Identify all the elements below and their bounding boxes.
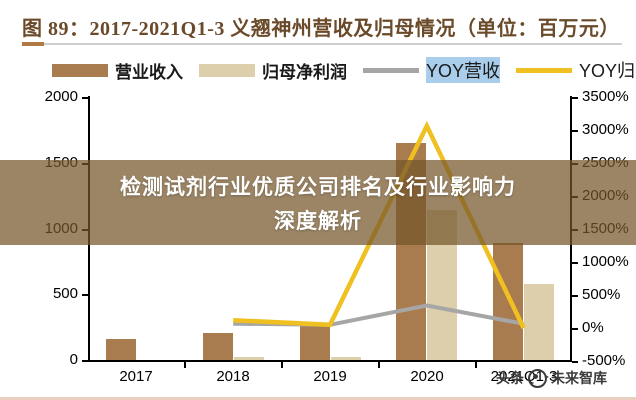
y-right-tick-500: [572, 295, 578, 297]
legend-item-net-profit[interactable]: 归母净利润: [199, 58, 347, 83]
y-right-label-0: 0%: [582, 319, 604, 336]
overlay-banner: 检测试剂行业优质公司排名及行业影响力 深度解析: [0, 160, 636, 245]
y-right-label-3500: 3500%: [582, 88, 629, 105]
title-rule: [22, 43, 622, 45]
y-left-tick-2000: [82, 97, 88, 99]
overlay-headline-line2: 深度解析: [274, 209, 362, 233]
y-right-tick-3500: [572, 97, 578, 99]
plot-area: 0 500 1000 1500 2000 -500% 0% 500% 1000%…: [45, 89, 629, 385]
overlay-headline-line1: 检测试剂行业优质公司排名及行业影响力: [120, 175, 516, 199]
legend-line-yoy-net-profit: [516, 67, 573, 73]
legend-item-yoy-net-profit[interactable]: YOY归母: [516, 57, 636, 83]
y-left-tick-500: [82, 294, 88, 296]
y-right-label-1000: 1000%: [582, 253, 629, 270]
watermark: 头条 未来智库: [496, 368, 607, 388]
legend-swatch-net-profit: [199, 63, 255, 77]
legend-item-yoy-revenue[interactable]: YOY营收: [363, 57, 501, 83]
title-rule-accent: [22, 42, 44, 46]
legend-line-yoy-revenue: [363, 67, 419, 73]
legend-label-yoy-net-profit: YOY归母: [579, 61, 636, 81]
x-label-2019: 2019: [313, 368, 347, 385]
y-left-tick-0: [82, 360, 88, 362]
chart-legend: 营业收入 归母净利润 YOY营收 YOY归母: [52, 57, 636, 83]
x-tick-4: [475, 362, 477, 368]
y-right-tick-0: [572, 328, 578, 330]
bar-revenue-2018[interactable]: [202, 333, 233, 360]
y-left-label-500: 500: [52, 285, 78, 302]
y-left-label-2000: 2000: [44, 88, 78, 105]
legend-label-yoy-revenue: YOY营收: [426, 57, 501, 83]
bar-revenue-2021q13[interactable]: [493, 242, 524, 360]
x-tick-1: [184, 362, 186, 368]
bar-revenue-2017[interactable]: [105, 339, 136, 360]
x-label-2020: 2020: [410, 368, 444, 385]
x-tick-3: [378, 362, 380, 368]
x-label-2017: 2017: [119, 368, 153, 385]
bar-revenue-2019[interactable]: [299, 325, 330, 360]
legend-label-net-profit: 归母净利润: [262, 62, 347, 82]
y-left-label-0: 0: [69, 351, 78, 368]
figure-title: 图 89：2017-2021Q1-3 义翘神州营收及归母情况（单位：百万元）: [22, 18, 620, 40]
watermark-text: 未来智库: [551, 370, 607, 386]
legend-swatch-revenue: [52, 63, 108, 77]
top-edge-divider: [0, 0, 636, 3]
y-right-label-500: 500%: [582, 286, 621, 303]
at-circle-icon: [528, 368, 547, 388]
watermark-prefix: 头条: [496, 370, 524, 386]
bar-profit-2019[interactable]: [330, 357, 361, 360]
bottom-rule: [0, 397, 636, 400]
y-right-tick-3000: [572, 130, 578, 132]
y-right-label-3000: 3000%: [582, 121, 629, 138]
x-tick-2: [281, 362, 283, 368]
legend-item-revenue[interactable]: 营业收入: [52, 58, 183, 83]
x-label-2018: 2018: [216, 368, 250, 385]
x-axis-line: [88, 360, 572, 362]
y-right-label-neg500: -500%: [582, 352, 626, 369]
legend-label-revenue: 营业收入: [115, 62, 183, 82]
bar-profit-2018[interactable]: [233, 357, 264, 360]
y-right-tick-neg500: [572, 361, 578, 363]
bar-profit-2021q13[interactable]: [524, 283, 555, 360]
y-right-tick-1000: [572, 262, 578, 264]
